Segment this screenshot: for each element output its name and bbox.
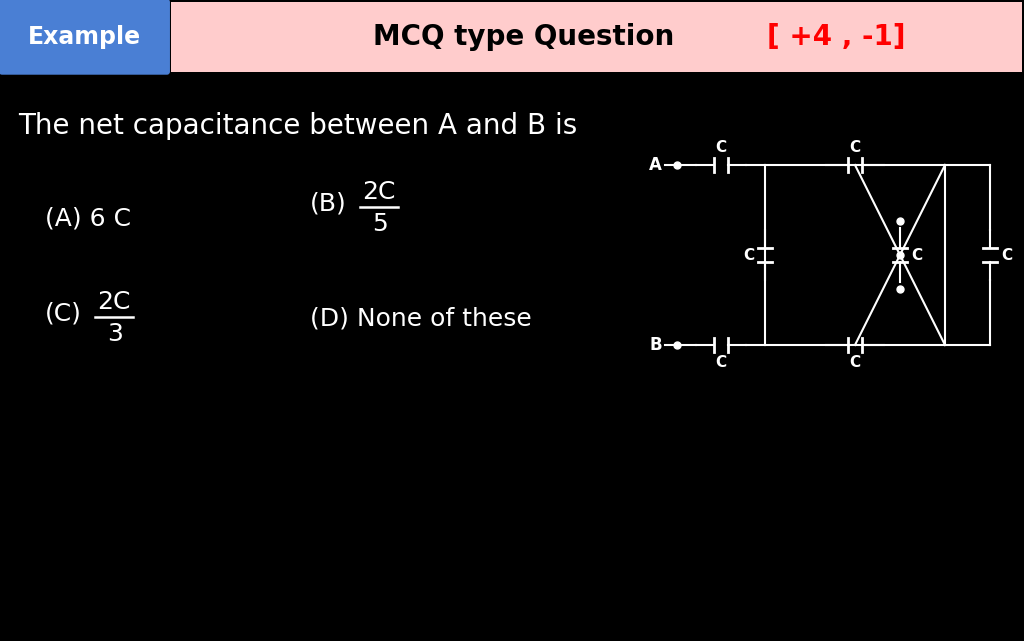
Text: Example: Example <box>28 25 141 49</box>
Text: MCQ type Question: MCQ type Question <box>373 23 683 51</box>
Text: C: C <box>716 140 727 155</box>
Text: The net capacitance between A and B is: The net capacitance between A and B is <box>18 112 578 140</box>
Text: 3: 3 <box>106 322 123 345</box>
Text: C: C <box>911 247 923 263</box>
Text: A: A <box>649 156 662 174</box>
Text: C: C <box>1001 247 1012 263</box>
Text: (B): (B) <box>310 192 347 216</box>
Text: C: C <box>850 140 860 155</box>
Text: C: C <box>850 355 860 370</box>
Text: 2C: 2C <box>97 290 130 313</box>
Text: 2C: 2C <box>362 179 395 204</box>
Text: 5: 5 <box>372 212 388 236</box>
FancyBboxPatch shape <box>0 0 170 75</box>
Text: C: C <box>742 247 754 263</box>
Text: (D) None of these: (D) None of these <box>310 306 531 331</box>
Text: (C): (C) <box>45 302 82 326</box>
Text: (A) 6 C: (A) 6 C <box>45 206 131 231</box>
Text: [ +4 , -1]: [ +4 , -1] <box>767 23 905 51</box>
Text: B: B <box>649 336 662 354</box>
FancyBboxPatch shape <box>171 2 1022 72</box>
Text: C: C <box>716 355 727 370</box>
